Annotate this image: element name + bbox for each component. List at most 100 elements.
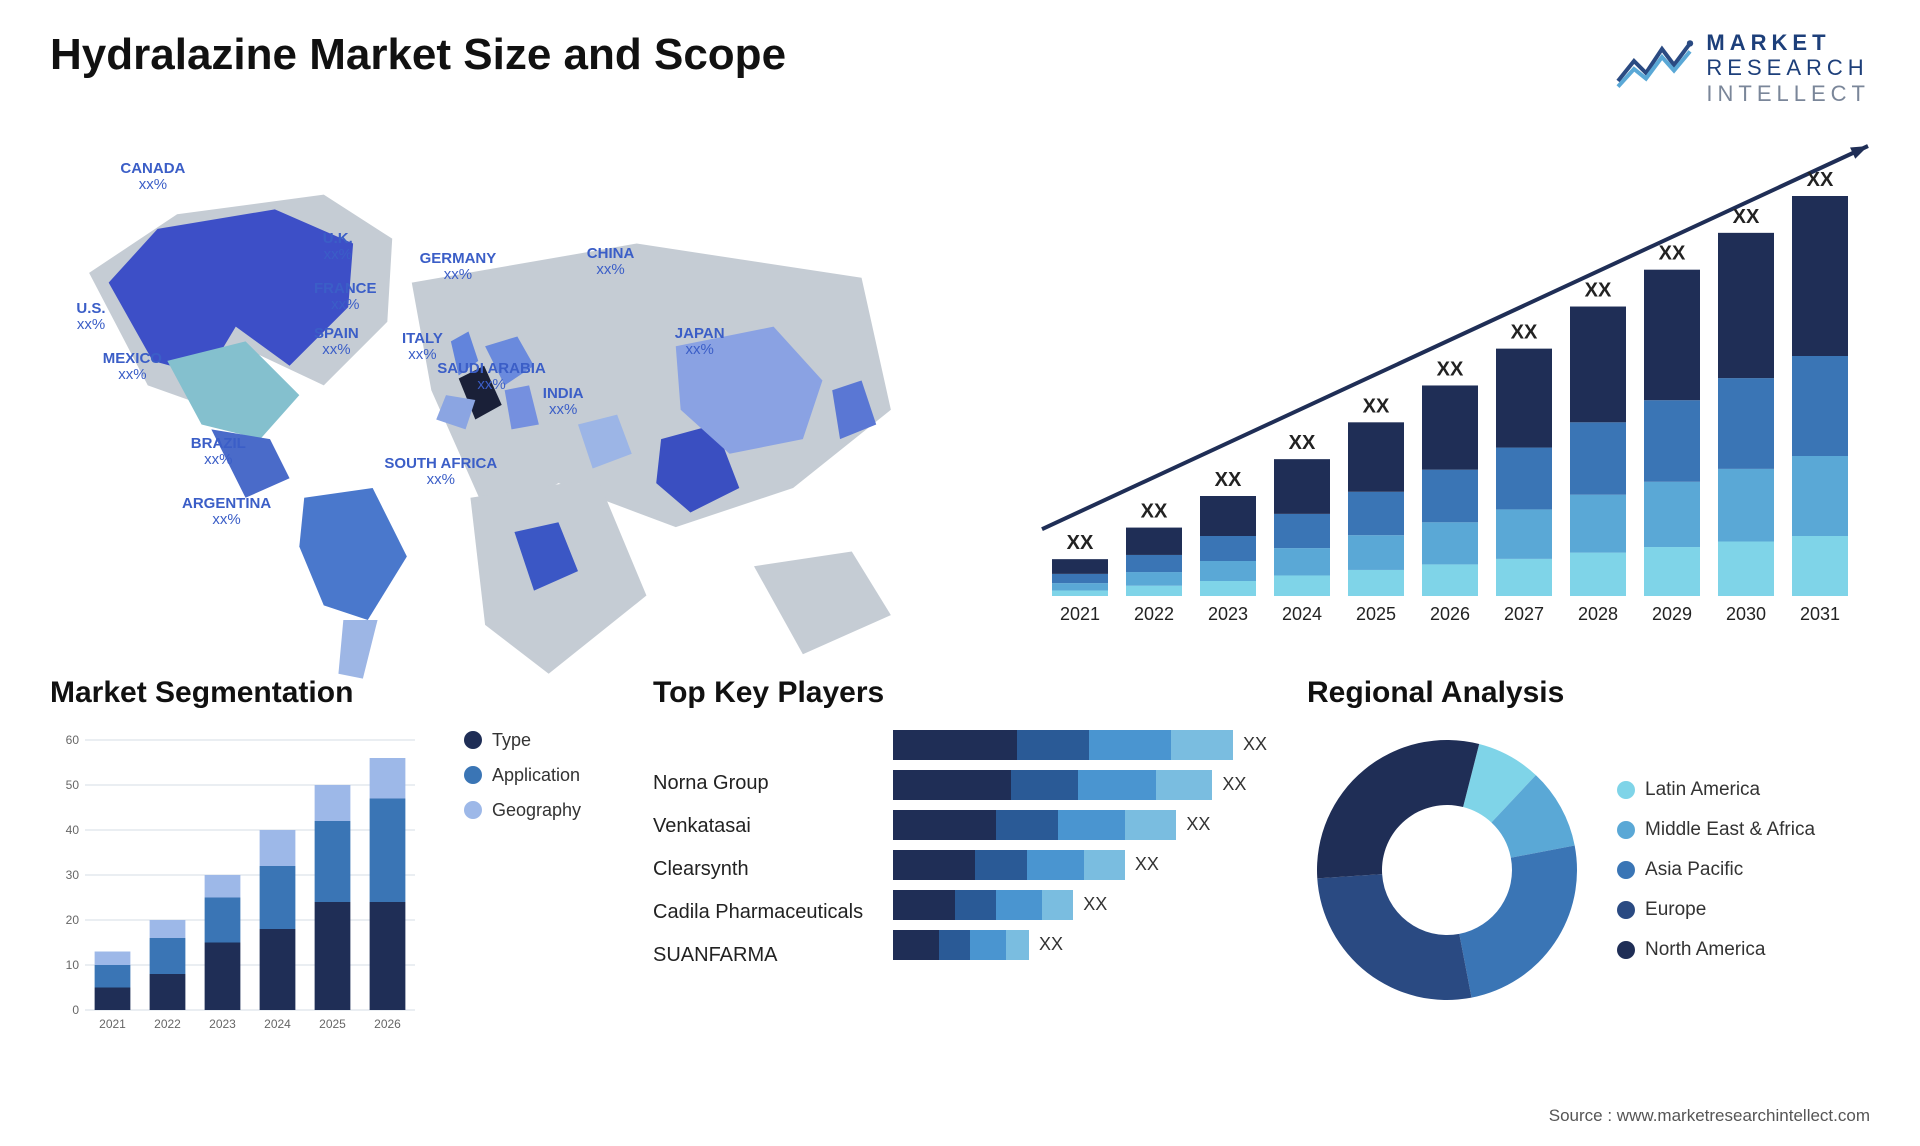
legend-swatch: [1617, 781, 1635, 799]
country-label: SPAINxx%: [314, 326, 359, 359]
logo-line1: MARKET: [1706, 30, 1870, 55]
svg-text:10: 10: [66, 958, 80, 972]
svg-text:2024: 2024: [1282, 604, 1322, 624]
svg-text:XX: XX: [1511, 322, 1538, 344]
player-bar-segment: [1042, 890, 1073, 920]
player-bar-segment: [996, 810, 1058, 840]
legend-swatch: [464, 801, 482, 819]
svg-text:2022: 2022: [1134, 604, 1174, 624]
player-bar-segment: [893, 850, 975, 880]
svg-text:40: 40: [66, 823, 80, 837]
country-label: SOUTH AFRICAxx%: [384, 456, 497, 489]
key-players-labels: Norna Group Venkatasai Clearsynth Cadila Ph…: [653, 730, 873, 967]
player-bar-segment: [1084, 850, 1125, 880]
player-bar: [893, 850, 1125, 880]
logo-wave-icon: [1614, 35, 1694, 100]
key-players-bars: XX XX XX XX XX XX: [893, 730, 1267, 960]
svg-text:2025: 2025: [319, 1017, 346, 1031]
player-bar: [893, 810, 1176, 840]
legend-swatch: [464, 731, 482, 749]
player-value: XX: [1186, 814, 1210, 835]
country-label: JAPANxx%: [675, 326, 725, 359]
svg-text:2027: 2027: [1504, 604, 1544, 624]
svg-text:XX: XX: [1585, 279, 1612, 301]
svg-text:30: 30: [66, 868, 80, 882]
country-label: MEXICOxx%: [103, 351, 162, 384]
regional-title: Regional Analysis: [1307, 676, 1870, 710]
player-value: XX: [1135, 854, 1159, 875]
player-bar-segment: [893, 930, 939, 960]
player-value: XX: [1243, 734, 1267, 755]
player-name: Clearsynth: [653, 858, 873, 881]
svg-text:XX: XX: [1733, 206, 1760, 228]
svg-text:50: 50: [66, 778, 80, 792]
player-bar-segment: [893, 810, 996, 840]
player-bar-segment: [1089, 730, 1171, 760]
svg-text:XX: XX: [1807, 169, 1834, 191]
svg-text:2026: 2026: [374, 1017, 401, 1031]
player-value: XX: [1222, 774, 1246, 795]
key-players-panel: Top Key Players Norna GroupVenkatasaiCle…: [653, 676, 1267, 1050]
legend-swatch: [1617, 821, 1635, 839]
country-label: FRANCExx%: [314, 281, 377, 314]
legend-label: Application: [492, 765, 580, 786]
svg-text:2029: 2029: [1652, 604, 1692, 624]
player-value: XX: [1039, 934, 1063, 955]
segmentation-chart: 0102030405060202120222023202420252026: [50, 730, 440, 1050]
country-label: U.S.xx%: [76, 301, 105, 334]
player-bar-segment: [955, 890, 996, 920]
svg-text:2025: 2025: [1356, 604, 1396, 624]
svg-text:XX: XX: [1215, 469, 1242, 491]
player-bar-segment: [970, 930, 1006, 960]
player-bar: [893, 770, 1212, 800]
player-bar-row: XX: [893, 770, 1267, 800]
player-bar-segment: [1027, 850, 1084, 880]
player-name: Venkatasai: [653, 815, 873, 838]
player-bar-segment: [975, 850, 1027, 880]
svg-text:2023: 2023: [209, 1017, 236, 1031]
svg-text:2023: 2023: [1208, 604, 1248, 624]
legend-label: Europe: [1645, 899, 1706, 921]
player-bar-segment: [893, 770, 1011, 800]
player-bar-row: XX: [893, 730, 1267, 760]
player-bar: [893, 930, 1029, 960]
svg-text:2022: 2022: [154, 1017, 181, 1031]
legend-swatch: [1617, 861, 1635, 879]
legend-swatch: [1617, 941, 1635, 959]
regional-panel: Regional Analysis Latin AmericaMiddle Ea…: [1307, 676, 1870, 1050]
player-bar-row: XX: [893, 930, 1267, 960]
segmentation-legend: Type Application Geography: [464, 730, 581, 821]
source-citation: Source : www.marketresearchintellect.com: [1549, 1106, 1870, 1126]
country-label: GERMANYxx%: [420, 251, 497, 284]
svg-text:XX: XX: [1437, 358, 1464, 380]
player-name: Cadila Pharmaceuticals: [653, 901, 873, 924]
country-label: U.K.xx%: [323, 231, 353, 264]
country-label: ITALYxx%: [402, 331, 443, 364]
player-bar-segment: [1156, 770, 1213, 800]
svg-text:XX: XX: [1141, 500, 1168, 522]
country-label: INDIAxx%: [543, 386, 584, 419]
player-bar-segment: [893, 890, 955, 920]
player-name: Norna Group: [653, 772, 873, 795]
player-bar-segment: [1078, 770, 1155, 800]
segmentation-panel: Market Segmentation 01020304050602021202…: [50, 676, 613, 1050]
legend-label: Geography: [492, 800, 581, 821]
legend-label: Latin America: [1645, 779, 1760, 801]
legend-item: Type: [464, 730, 581, 751]
legend-item: Latin America: [1617, 779, 1815, 801]
regional-legend: Latin AmericaMiddle East & AfricaAsia Pa…: [1617, 779, 1815, 961]
player-value: XX: [1083, 894, 1107, 915]
svg-text:2028: 2028: [1578, 604, 1618, 624]
svg-text:20: 20: [66, 913, 80, 927]
svg-text:2030: 2030: [1726, 604, 1766, 624]
country-label: ARGENTINAxx%: [182, 496, 271, 529]
player-bar-segment: [1011, 770, 1078, 800]
player-bar: [893, 730, 1233, 760]
player-bar-segment: [939, 930, 970, 960]
player-name: SUANFARMA: [653, 944, 873, 967]
legend-item: Europe: [1617, 899, 1815, 921]
legend-item: Asia Pacific: [1617, 859, 1815, 881]
legend-item: North America: [1617, 939, 1815, 961]
player-bar-row: XX: [893, 890, 1267, 920]
legend-label: Asia Pacific: [1645, 859, 1743, 881]
